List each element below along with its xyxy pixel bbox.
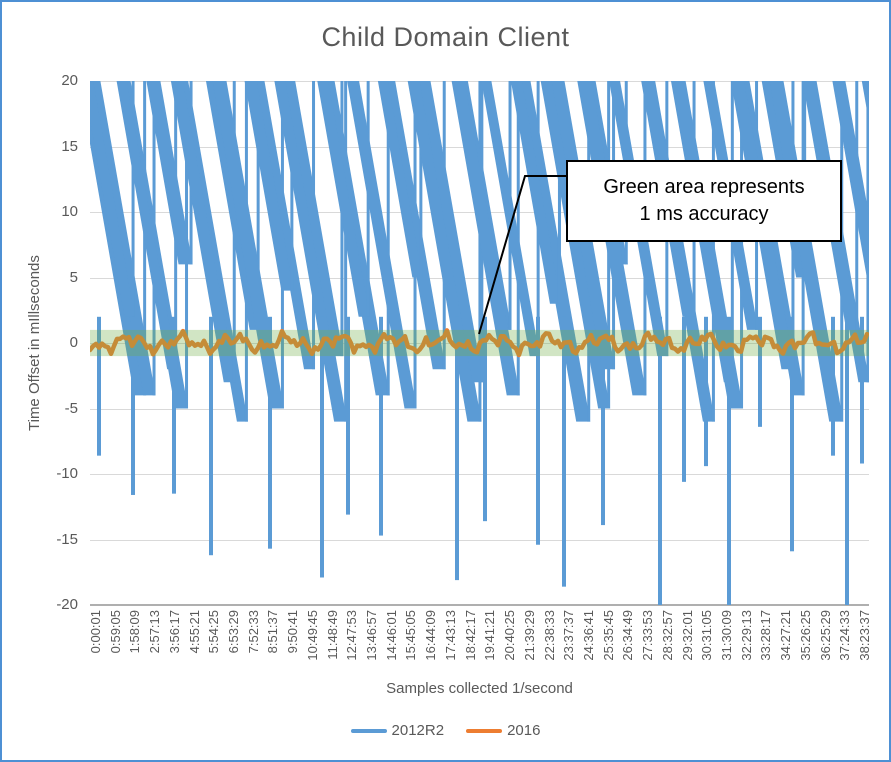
gridline bbox=[90, 539, 869, 541]
y-tick-label: 0 bbox=[69, 334, 78, 351]
y-tick-label: 20 bbox=[61, 72, 78, 89]
x-tick-label: 22:38:33 bbox=[541, 610, 557, 661]
annotation-line2: 1 ms accuracy bbox=[639, 203, 769, 225]
x-tick-label: 23:37:37 bbox=[561, 610, 577, 661]
x-tick-label: 35:26:25 bbox=[797, 610, 813, 661]
legend-swatch-2012r2 bbox=[350, 728, 387, 733]
x-tick-label: 17:43:13 bbox=[442, 610, 458, 661]
legend-item-2016: 2016 bbox=[466, 722, 540, 739]
x-tick-label: 13:46:57 bbox=[364, 610, 380, 661]
x-tick-label: 14:46:01 bbox=[383, 610, 399, 661]
x-tick-label: 19:41:21 bbox=[482, 610, 498, 661]
y-tick-label: -5 bbox=[64, 399, 78, 417]
legend-label-2016: 2016 bbox=[507, 722, 541, 739]
x-tick-label: 5:54:25 bbox=[206, 610, 222, 654]
chart-legend: 2012R2 2016 bbox=[2, 722, 889, 739]
annotation-line1: Green area represents bbox=[603, 176, 805, 198]
x-tick-label: 0:00:01 bbox=[88, 610, 103, 654]
legend-swatch-2016 bbox=[466, 728, 503, 733]
x-tick-label: 36:25:29 bbox=[817, 610, 833, 661]
x-tick-label: 10:49:45 bbox=[304, 610, 320, 661]
x-tick-label: 0:59:05 bbox=[107, 610, 123, 654]
x-tick-label: 33:28:17 bbox=[758, 610, 774, 661]
gridline bbox=[90, 604, 869, 606]
x-tick-label: 6:53:29 bbox=[226, 610, 242, 654]
x-tick-label: 7:52:33 bbox=[245, 610, 261, 654]
x-axis-title: Samples collected 1/second bbox=[386, 680, 573, 697]
chart-title: Child Domain Client bbox=[321, 22, 570, 52]
x-tick-label: 26:34:49 bbox=[620, 610, 636, 661]
accuracy-band bbox=[90, 329, 869, 357]
series-2012R2 bbox=[90, 81, 869, 605]
x-tick-label: 16:44:09 bbox=[423, 610, 439, 661]
gridline bbox=[90, 474, 869, 475]
y-tick-label: -10 bbox=[56, 465, 78, 482]
y-tick-label: 5 bbox=[69, 268, 78, 286]
callout-line bbox=[478, 175, 566, 335]
series-2016 bbox=[90, 328, 869, 358]
x-tick-label: 1:58:09 bbox=[127, 610, 143, 654]
y-tick-label: -15 bbox=[56, 530, 78, 548]
x-tick-label: 15:45:05 bbox=[403, 610, 419, 661]
legend-item-2012r2: 2012R2 bbox=[350, 722, 445, 739]
x-tick-label: 25:35:45 bbox=[600, 610, 616, 661]
x-tick-label: 8:51:37 bbox=[265, 610, 281, 654]
accuracy-annotation-box: Green area represents 1 ms accuracy bbox=[566, 160, 842, 242]
y-tick-label: 10 bbox=[61, 203, 78, 220]
x-tick-label: 18:42:17 bbox=[462, 610, 478, 661]
x-tick-label: 20:40:25 bbox=[502, 610, 518, 661]
y-tick-label: 15 bbox=[61, 137, 78, 155]
x-tick-label: 31:30:09 bbox=[718, 610, 734, 661]
x-tick-label: 29:32:01 bbox=[679, 610, 695, 661]
y-tick-label: -20 bbox=[56, 596, 78, 613]
x-tick-label: 3:56:17 bbox=[166, 610, 182, 654]
x-tick-label: 37:24:33 bbox=[837, 610, 853, 661]
x-tick-label: 27:33:53 bbox=[640, 610, 656, 661]
x-tick-label: 28:32:57 bbox=[659, 610, 675, 661]
x-tick-label: 11:48:49 bbox=[324, 610, 340, 660]
x-tick-label: 24:36:41 bbox=[580, 610, 596, 661]
plot-area bbox=[90, 81, 869, 605]
x-tick-label: 4:55:21 bbox=[186, 610, 202, 654]
x-tick-label: 2:57:13 bbox=[147, 610, 163, 654]
x-tick-label: 34:27:21 bbox=[778, 610, 794, 661]
x-tick-label: 38:23:37 bbox=[857, 610, 872, 661]
x-tick-label: 32:29:13 bbox=[738, 610, 754, 661]
x-tick-label: 30:31:05 bbox=[699, 610, 715, 661]
legend-label-2012r2: 2012R2 bbox=[391, 722, 445, 739]
x-tick-label: 12:47:53 bbox=[344, 610, 360, 661]
x-tick-label: 21:39:29 bbox=[521, 610, 537, 661]
x-tick-label: 9:50:41 bbox=[285, 610, 301, 654]
